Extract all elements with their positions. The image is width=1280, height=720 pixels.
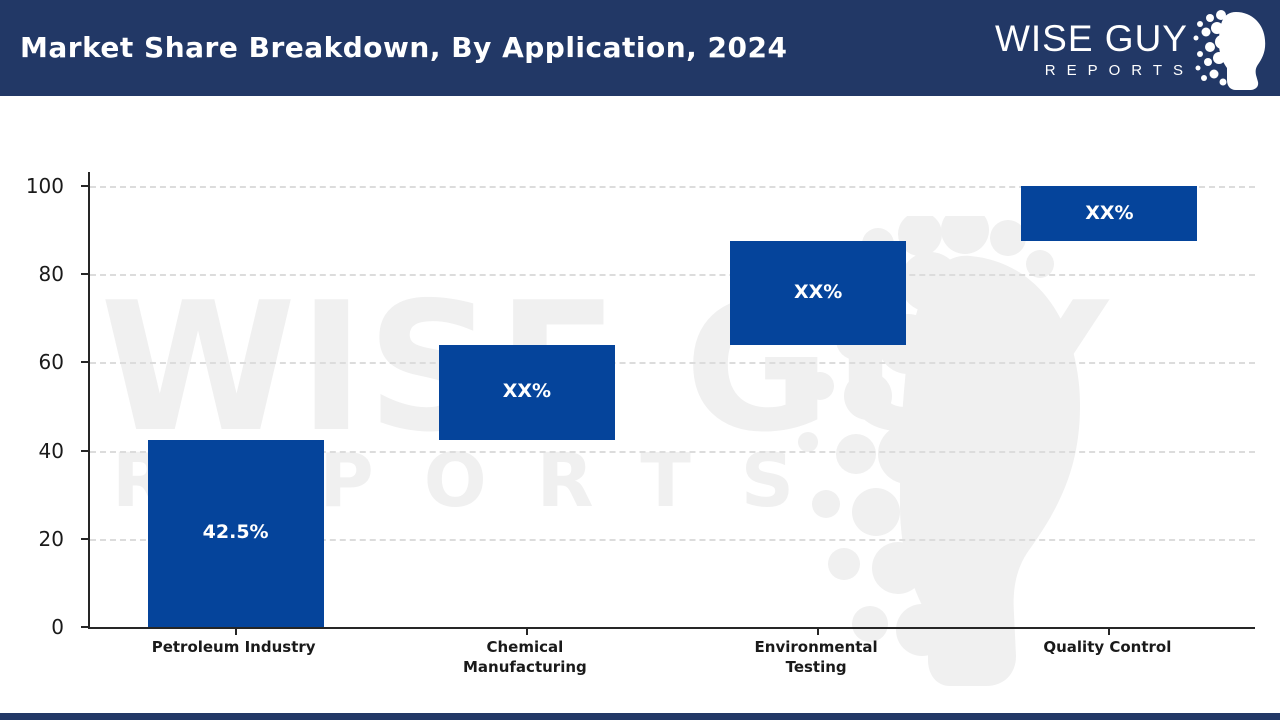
header-banner: Market Share Breakdown, By Application, …: [0, 0, 1280, 96]
y-axis-labels: 0 20 40 60 80 100: [0, 172, 78, 639]
bar-value-label: XX%: [1085, 201, 1134, 224]
bar-petroleum-industry: 42.5%: [147, 439, 324, 627]
logo-wordmark: WISE GUY REPORTS: [995, 18, 1188, 79]
gridline-40: [90, 450, 1255, 453]
category-label-text: Petroleum Industry: [151, 638, 316, 656]
y-tick-label-40: 40: [38, 438, 64, 463]
y-tick-100: [81, 185, 89, 188]
logo-head-icon: [1193, 10, 1266, 90]
x-axis-labels: Petroleum Industry Chemical Manufacturing…: [88, 637, 1253, 697]
gridline-20: [90, 538, 1255, 541]
bar-value-label: XX%: [793, 280, 843, 303]
gridline-100: [90, 186, 1255, 189]
x-tick-0: [234, 627, 237, 635]
y-tick-label-60: 60: [38, 350, 64, 375]
category-label-text: Environmental Testing: [754, 638, 878, 676]
y-tick-label-20: 20: [38, 526, 64, 551]
page-title: Market Share Breakdown, By Application, …: [20, 31, 788, 64]
plot-area: 42.5% XX% XX% XX%: [81, 172, 1255, 635]
bar-quality-control: XX%: [1021, 186, 1198, 242]
category-label-0: Petroleum Industry: [88, 637, 379, 657]
category-label-text: Quality Control: [1043, 638, 1172, 656]
x-tick-1: [525, 627, 528, 635]
y-tick-80: [81, 273, 89, 276]
y-tick-0: [81, 626, 89, 628]
wise-guy-logo: WISE GUY REPORTS: [995, 8, 1266, 90]
bar-environmental-testing: XX%: [730, 241, 907, 345]
logo-wordmark-line1: WISE GUY: [994, 18, 1188, 59]
category-label-3: Quality Control: [962, 637, 1253, 657]
y-tick-label-80: 80: [38, 262, 64, 287]
gridline-60: [90, 362, 1255, 365]
category-label-2: Environmental Testing: [671, 637, 962, 677]
y-tick-40: [81, 449, 89, 452]
x-tick-3: [1108, 627, 1111, 635]
y-tick-60: [81, 361, 89, 364]
category-label-text: Chemical Manufacturing: [463, 638, 587, 676]
y-tick-20: [81, 537, 89, 540]
category-label-1: Chemical Manufacturing: [379, 637, 670, 677]
y-tick-label-0: 0: [51, 615, 64, 639]
bar-value-label: XX%: [502, 380, 552, 403]
x-tick-2: [817, 627, 820, 635]
gridline-80: [90, 274, 1255, 277]
logo-wordmark-line2: REPORTS: [1044, 62, 1194, 79]
y-tick-label-100: 100: [25, 174, 64, 199]
bar-value-label: 42.5%: [202, 521, 269, 544]
bar-chemical-manufacturing: XX%: [438, 344, 615, 440]
footer-bar: [0, 713, 1280, 720]
